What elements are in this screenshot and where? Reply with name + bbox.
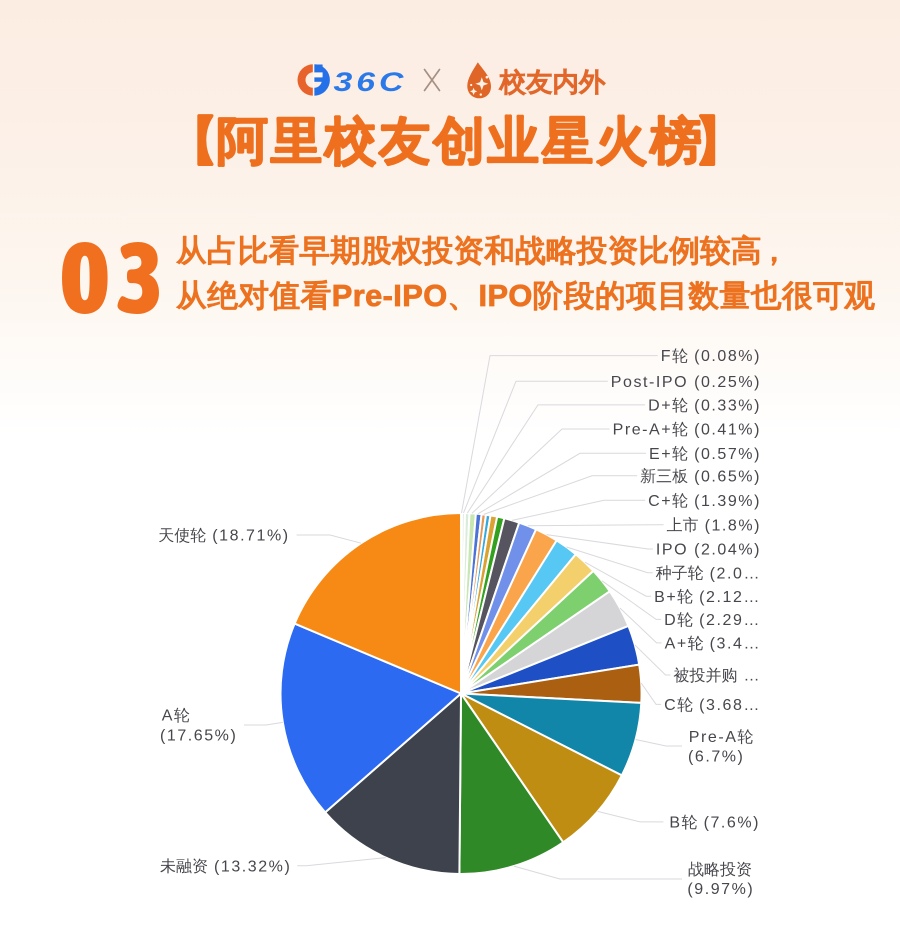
svg-text:D: D <box>664 612 677 629</box>
svg-text:(17.65%): (17.65%) <box>160 728 237 745</box>
svg-text:A+: A+ <box>665 636 688 653</box>
svg-text:(0.57%): (0.57%) <box>688 446 761 463</box>
svg-text:(0.33%): (0.33%) <box>688 398 761 415</box>
svg-text:C+: C+ <box>648 493 672 510</box>
svg-text:…: … <box>738 668 762 685</box>
svg-text:(2.0…: (2.0… <box>704 565 761 582</box>
svg-text:Pre-A+: Pre-A+ <box>613 422 673 439</box>
svg-text:E+: E+ <box>649 446 672 463</box>
svg-text:(9.97%): (9.97%) <box>687 881 754 898</box>
svg-text:(1.39%): (1.39%) <box>688 493 761 510</box>
svg-text:(7.6%): (7.6%) <box>698 815 760 832</box>
svg-text:(6.7%): (6.7%) <box>688 749 744 766</box>
svg-text:(2.29…: (2.29… <box>693 612 761 629</box>
svg-text:B+: B+ <box>654 589 677 606</box>
svg-text:D+: D+ <box>648 398 672 415</box>
svg-text:(18.71%): (18.71%) <box>206 528 289 545</box>
svg-text:(3.68…: (3.68… <box>693 697 761 714</box>
svg-text:(2.12…: (2.12… <box>693 589 761 606</box>
svg-text:Pre-A: Pre-A <box>689 729 738 746</box>
svg-text:(0.41%): (0.41%) <box>688 422 761 439</box>
svg-text:F: F <box>661 348 672 365</box>
svg-text:Post-IPO (0.25%): Post-IPO (0.25%) <box>611 374 761 391</box>
svg-text:Pre-IPO: Pre-IPO <box>332 278 448 313</box>
svg-text:A: A <box>162 708 174 725</box>
svg-text:(13.32%): (13.32%) <box>208 858 291 875</box>
svg-text:(0.65%): (0.65%) <box>688 468 761 485</box>
svg-text:36C: 36C <box>334 67 408 97</box>
svg-text:IPO (2.04%): IPO (2.04%) <box>656 542 761 559</box>
svg-text:IPO: IPO <box>479 278 533 313</box>
svg-text:(3.4…: (3.4… <box>704 636 761 653</box>
svg-text:(1.8%): (1.8%) <box>699 517 761 534</box>
svg-text:B: B <box>669 815 681 832</box>
svg-text:C: C <box>664 697 677 714</box>
svg-text:(0.08%): (0.08%) <box>688 348 761 365</box>
